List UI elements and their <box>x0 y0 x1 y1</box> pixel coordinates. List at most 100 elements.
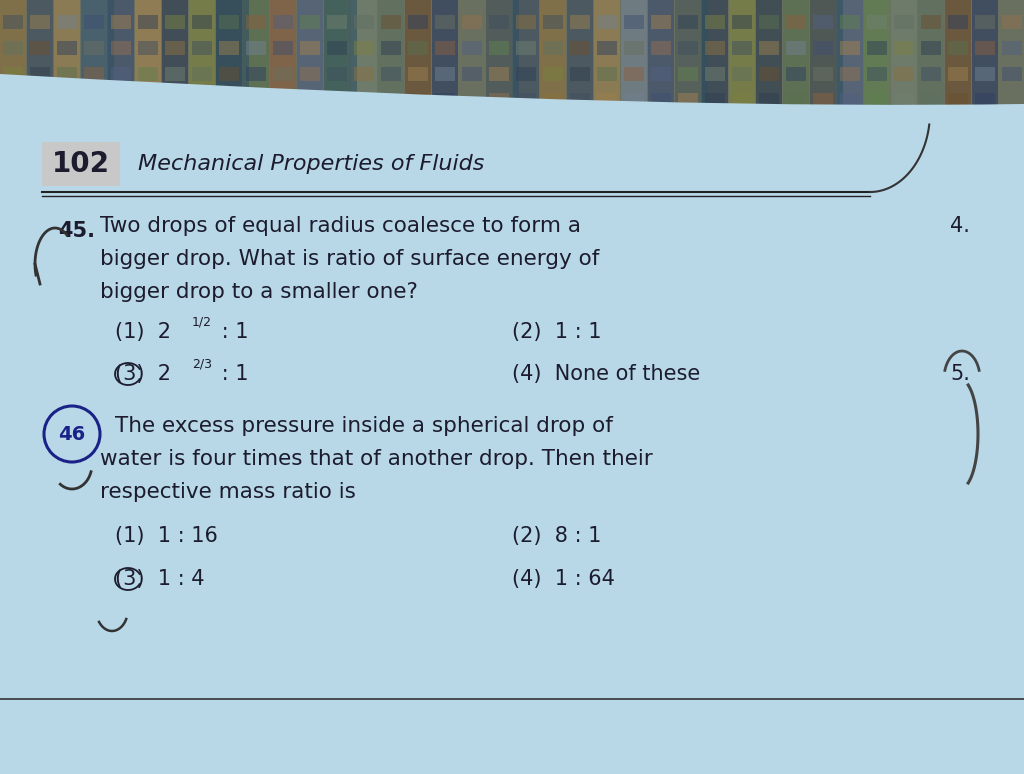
Bar <box>867 67 887 81</box>
Bar <box>324 0 357 115</box>
Bar <box>921 41 941 55</box>
Bar <box>786 41 806 55</box>
Bar <box>813 15 833 29</box>
Bar <box>705 67 725 81</box>
Bar <box>705 41 725 55</box>
Bar <box>648 0 674 115</box>
Bar <box>193 67 212 81</box>
Bar <box>165 93 185 107</box>
Bar <box>354 41 374 55</box>
Bar <box>84 67 104 81</box>
Bar <box>406 0 431 115</box>
Bar <box>84 93 104 107</box>
Bar <box>840 15 860 29</box>
Bar <box>435 15 455 29</box>
Bar <box>516 67 536 81</box>
Bar <box>864 0 890 115</box>
Bar <box>597 15 617 29</box>
Bar <box>219 15 239 29</box>
Bar <box>543 15 563 29</box>
Bar <box>327 41 347 55</box>
Bar <box>840 67 860 81</box>
Bar <box>921 93 941 107</box>
Bar <box>270 0 296 115</box>
Bar <box>246 93 266 107</box>
Bar <box>489 93 509 107</box>
Bar <box>408 15 428 29</box>
Bar <box>489 67 509 81</box>
Bar <box>84 41 104 55</box>
Bar <box>972 0 998 115</box>
Text: The excess pressure inside a spherical drop of: The excess pressure inside a spherical d… <box>115 416 613 436</box>
Bar <box>327 15 347 29</box>
Bar <box>165 15 185 29</box>
Bar <box>705 93 725 107</box>
Bar <box>408 67 428 81</box>
Text: 5.: 5. <box>950 364 970 384</box>
Bar <box>3 67 23 81</box>
Bar <box>1002 41 1022 55</box>
Text: (4)  None of these: (4) None of these <box>512 364 700 384</box>
Bar <box>3 93 23 107</box>
Bar <box>570 67 590 81</box>
Text: 1/2: 1/2 <box>193 316 212 328</box>
Bar <box>651 15 671 29</box>
Bar <box>786 67 806 81</box>
Bar <box>759 67 779 81</box>
Bar <box>54 0 80 115</box>
Bar <box>81 0 106 115</box>
Bar <box>594 0 620 115</box>
Bar <box>624 93 644 107</box>
Bar <box>138 41 158 55</box>
Bar <box>759 93 779 107</box>
Bar <box>1002 15 1022 29</box>
FancyBboxPatch shape <box>42 142 120 186</box>
Bar <box>0 0 26 115</box>
Text: (3)  2: (3) 2 <box>115 364 171 384</box>
Bar <box>138 93 158 107</box>
Bar <box>165 41 185 55</box>
Bar <box>162 0 188 115</box>
Bar <box>300 93 319 107</box>
Bar <box>462 41 482 55</box>
Text: 4.: 4. <box>950 216 970 236</box>
Text: bigger drop. What is ratio of surface energy of: bigger drop. What is ratio of surface en… <box>100 249 599 269</box>
Bar <box>732 41 752 55</box>
Bar <box>513 0 539 115</box>
Bar <box>273 41 293 55</box>
PathPatch shape <box>0 74 1024 774</box>
Bar <box>624 67 644 81</box>
Bar <box>57 41 77 55</box>
Bar <box>378 0 404 115</box>
Bar <box>675 0 708 115</box>
Bar <box>894 67 914 81</box>
Bar <box>975 67 995 81</box>
Bar <box>408 41 428 55</box>
Bar <box>810 0 843 115</box>
Bar <box>462 67 482 81</box>
Text: respective mass ratio is: respective mass ratio is <box>100 482 356 502</box>
Bar <box>891 0 918 115</box>
Text: (1)  2: (1) 2 <box>115 322 171 342</box>
Bar <box>975 93 995 107</box>
Bar <box>219 93 239 107</box>
Bar <box>165 67 185 81</box>
Bar <box>354 93 374 107</box>
Bar <box>300 15 319 29</box>
Bar <box>432 0 458 115</box>
Bar <box>351 0 377 115</box>
Bar <box>567 0 593 115</box>
Bar <box>570 93 590 107</box>
Text: : 1: : 1 <box>215 364 249 384</box>
Bar <box>111 93 131 107</box>
Bar <box>756 0 782 115</box>
Bar <box>570 41 590 55</box>
Bar <box>948 93 968 107</box>
Bar <box>732 67 752 81</box>
Text: : 1: : 1 <box>215 322 249 342</box>
Bar <box>3 41 23 55</box>
Bar <box>999 0 1024 115</box>
Bar <box>813 67 833 81</box>
Text: Mechanical Properties of Fluids: Mechanical Properties of Fluids <box>138 154 484 174</box>
Bar <box>894 15 914 29</box>
